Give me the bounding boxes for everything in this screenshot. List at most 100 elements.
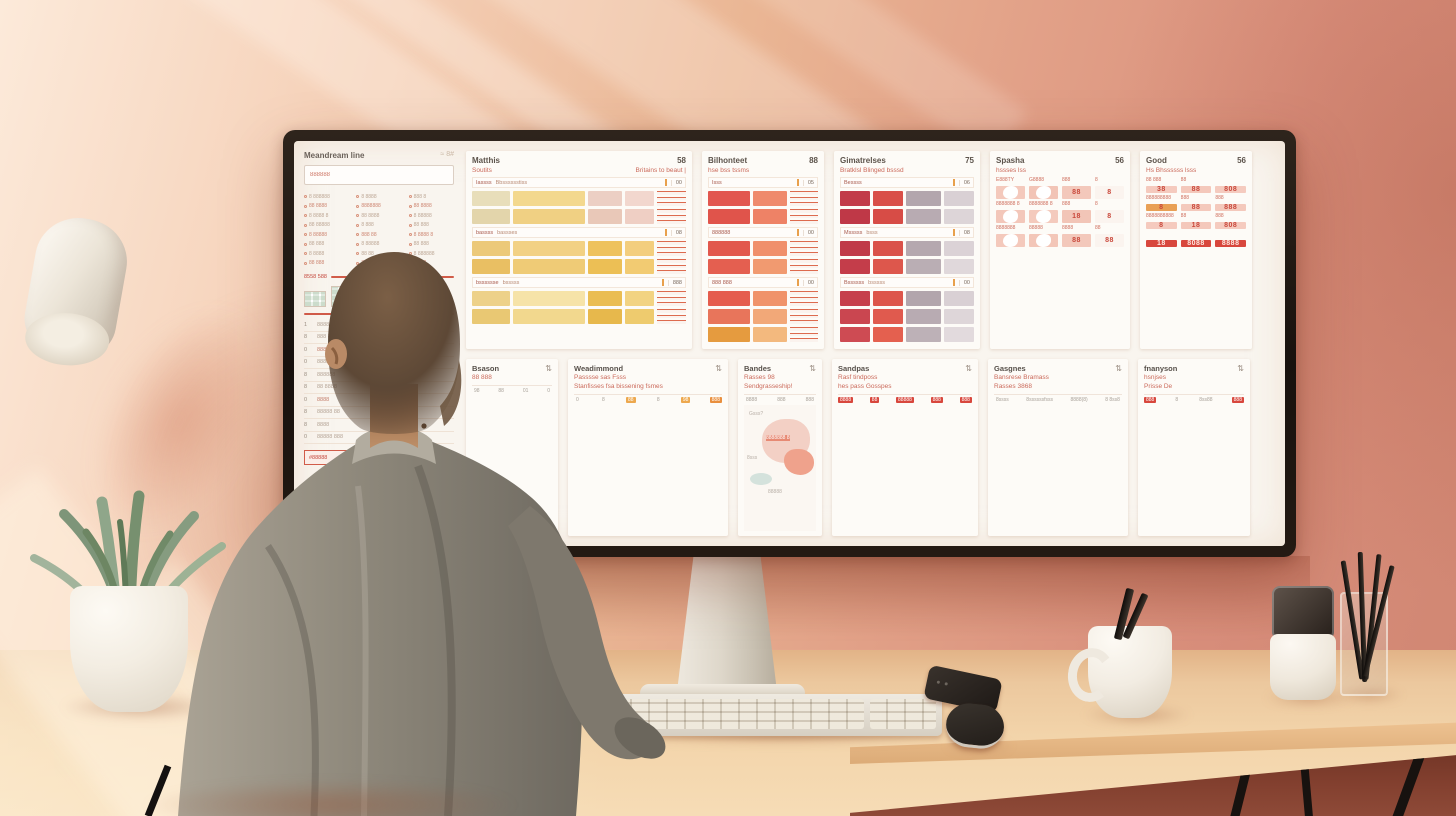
kanban-cell [789,241,818,257]
kanban-cell [840,291,871,306]
kanban-cell [708,259,751,274]
card-header: Weadimmond ⇅ [574,364,722,373]
group-header: Iassss Bbsssssstiss 00 [472,177,686,188]
list-item: 88 8888 [408,202,454,212]
card-subtitle: hsnjses [1144,374,1167,381]
group-label: bassss [476,229,494,236]
kanban-cell [873,209,904,224]
kanban-cell [708,241,751,256]
tick-icon [796,279,799,286]
kanban-cell [943,241,974,256]
list-item-label: 8 88888 [413,212,432,219]
kanban-row [708,191,818,207]
group-count: 06 [958,179,970,186]
card-subtitle: Bratklsl Blinged bsssd [840,167,974,174]
kanban-and-grids-row: Matthis 58 Soutits Britains to beaut | [466,151,1275,349]
kanban-cell [873,327,904,342]
kanban-cell [753,241,787,256]
pie-chart: Gsss? 8888888 8 8sss 88888 [744,405,816,531]
tile-label: 888 [1062,177,1071,183]
bullet-icon [304,233,307,237]
axis-ticks: 8888 888 888 [744,394,816,403]
pie-slice [784,449,814,475]
search-input[interactable] [304,165,454,185]
tile-rows: E888TY G8888 888 8 [996,177,1124,247]
strip-rows [789,191,818,207]
kanban-cell [873,291,904,306]
kanban-cell [656,309,686,325]
row-number: 0 [304,434,308,441]
list-item: 88 888 [304,259,349,269]
keyboard-keys [614,699,864,729]
kanban-cell [906,327,941,342]
axis-tick: 888 [1231,397,1244,403]
list-item: 88 888 [408,240,454,250]
row-number: 8 [304,409,308,416]
row-number: 8 [304,334,308,341]
row-label: 8888 [317,421,330,428]
sort-icon[interactable]: ⇅ [809,364,816,373]
card-subtitle: Rasses 3868 [994,383,1032,390]
card-title: Gimatrelses [840,156,886,165]
tile-label: 8888888 8 [996,201,1020,207]
kanban-cell [906,259,941,274]
list-item-label: 888 88 [361,231,377,238]
tile-label: 888888888 [1146,195,1172,201]
list-item: 8 88888 [356,240,401,250]
tile-label: 88 888 [1146,177,1162,183]
divider-label: 8558 588 [304,274,327,280]
tile: 8 [1146,204,1177,211]
kanban-cell [588,309,622,324]
tile: 88 [1180,186,1212,193]
tick-icon [796,229,799,236]
kanban-card: Matthis 58 Soutits Britains to beaut | [466,151,692,349]
kanban-cell [943,309,974,324]
list-item: 88 888 [304,240,349,250]
kanban-row [472,291,686,307]
kanban-group: bassss bassses 08 [472,227,686,275]
row-number: 0 [304,359,308,366]
bullet-icon [304,195,307,199]
glass-pen-cup [1340,551,1395,696]
tile-label: G8888 [1029,177,1045,183]
kanban-cell [472,191,510,206]
tile-row-group: E888TY G8888 888 8 [996,177,1124,199]
list-item: 8 8888 8 [408,230,454,240]
sort-icon[interactable]: ⇅ [1115,364,1122,373]
kanban-cell [656,241,686,257]
bullet-icon [356,261,360,265]
group-label: Bssssss [844,279,865,286]
strip-rows [789,291,818,307]
card-subtitle: Rasses 98 [744,374,775,381]
kanban-cell [708,327,751,342]
list-item: 88 88 [356,249,401,259]
pen-cup [1270,634,1336,700]
tile-label: 888 [1215,195,1224,201]
sort-icon[interactable]: ⇅ [715,364,722,373]
list-item-label: 8 888888 [309,193,330,200]
list-item: 8 8888 [356,192,401,202]
card-subtitle: Rasf tindposs [838,374,878,381]
list-item: 8 888888 [304,192,349,202]
kanban-cell [906,241,941,256]
tile [996,186,1025,199]
group-rows [708,291,818,343]
group-label: Msssss [844,229,863,236]
tile: 8 [1146,222,1177,229]
sort-icon[interactable]: ⇅ [965,364,972,373]
bullet-icon [356,233,360,237]
sort-icon[interactable]: ⇅ [1237,364,1244,373]
card-subtitle-left: Bratklsl Blinged bsssd [840,167,904,174]
tile-labels: E888TY G8888 888 8 [996,177,1124,186]
row-label: 88 8888 [317,384,337,391]
row-number: 8 [304,384,308,391]
card-subtitles: 88 888 [472,373,552,382]
card-header: Bsason ⇅ [472,364,552,373]
torso [178,414,583,816]
dashboard-screen: Meandream line ≈ 8# 8 88888 8 [294,141,1285,546]
sort-icon[interactable]: ⇅ [545,364,552,373]
list-item-label: 8 8888 8 [413,231,434,238]
kanban-cell [906,309,941,324]
tile [996,234,1025,247]
